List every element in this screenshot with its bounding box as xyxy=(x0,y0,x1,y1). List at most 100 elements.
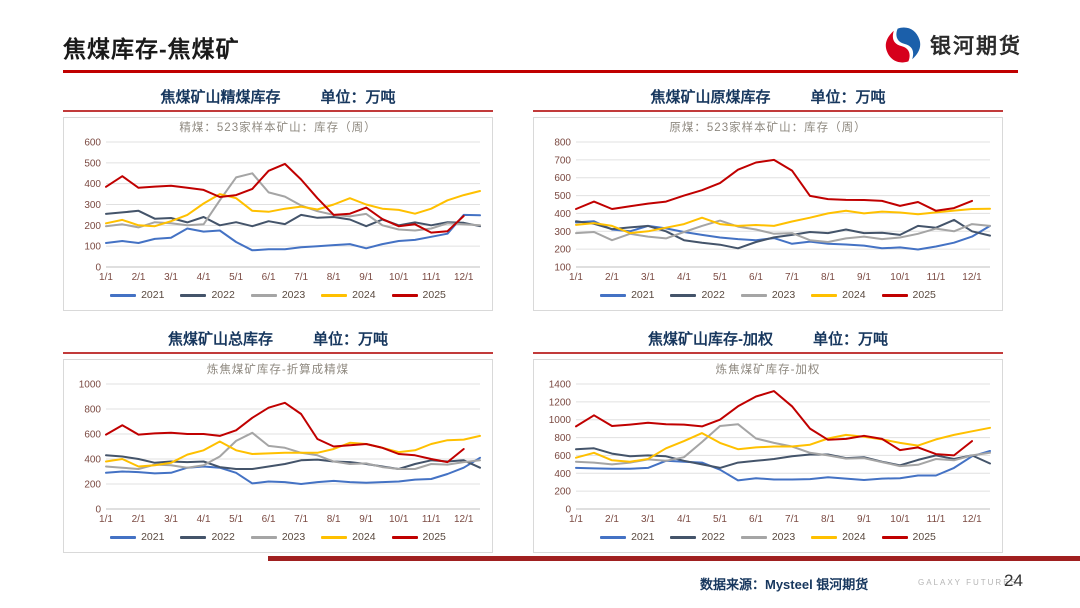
legend-item-2025: 2025 xyxy=(391,531,446,543)
legend-label: 2025 xyxy=(422,289,446,301)
legend-swatch-icon xyxy=(740,535,767,539)
galaxy-swirl-icon xyxy=(885,27,921,63)
legend-label: 2024 xyxy=(352,531,376,543)
x-tick-label: 1/1 xyxy=(99,272,113,283)
y-tick-label: 200 xyxy=(84,480,101,491)
legend-label: 2021 xyxy=(631,289,655,301)
legend-swatch-icon xyxy=(250,293,277,297)
y-tick-label: 600 xyxy=(84,430,101,441)
chart-canvas: 0 200 400 600 800 1000 1200 1400 1/1 2/1 3/1 4/1 5/1… xyxy=(549,380,991,525)
y-tick-label: 500 xyxy=(554,191,571,202)
panel-raw-coal-inventory: 焦煤矿山原煤库存 单位：万吨 原煤：523家样本矿山：库存（周） 100 200 3… xyxy=(533,86,1003,311)
x-tick-label: 10/1 xyxy=(890,272,910,283)
legend-swatch-icon xyxy=(180,293,207,297)
x-tick-label: 11/1 xyxy=(422,514,441,525)
legend-item-2023: 2023 xyxy=(250,531,305,543)
series-line-2024 xyxy=(105,434,481,468)
legend-label: 2025 xyxy=(912,289,936,301)
chart-grid: 焦煤矿山精煤库存 单位：万吨 精煤：523家样本矿山：库存（周） 0 100 200… xyxy=(63,86,1003,553)
y-tick-label: 500 xyxy=(84,158,101,169)
panel-unit: 单位：万吨 xyxy=(812,331,888,348)
x-tick-label: 8/1 xyxy=(821,272,835,283)
y-tick-label: 1200 xyxy=(549,397,572,408)
chart-legend: 2021 2022 2023 2024 2025 xyxy=(538,283,998,307)
y-tick-label: 600 xyxy=(554,451,571,462)
legend-item-2021: 2021 xyxy=(600,531,654,543)
series-line-2022 xyxy=(575,447,991,469)
x-tick-label: 3/1 xyxy=(164,514,178,525)
legend-label: 2022 xyxy=(701,531,725,543)
chart-box-total-inventory: 炼焦煤矿库存-折算成精煤 0 200 400 600 800 1000 1/1 2/1 3/1 4… xyxy=(63,359,493,553)
x-tick-label: 12/1 xyxy=(454,514,474,525)
y-tick-label: 200 xyxy=(84,221,101,232)
x-tick-label: 3/1 xyxy=(641,272,655,283)
legend-swatch-icon xyxy=(670,535,697,539)
chart-inner-title: 原煤：523家样本矿山：库存（周） xyxy=(669,122,867,134)
legend-swatch-icon xyxy=(391,535,418,539)
x-tick-label: 12/1 xyxy=(962,514,982,525)
chart-canvas: 0 100 200 300 400 500 600 1/1 2/1 3/1 4/1 5/1 6/1 7/1… xyxy=(84,138,481,283)
series-line-2025 xyxy=(105,162,465,234)
x-tick-label: 9/1 xyxy=(359,272,373,283)
legend-label: 2023 xyxy=(281,289,306,301)
legend-swatch-icon xyxy=(110,293,137,297)
panel-underline xyxy=(533,352,1003,354)
x-tick-label: 9/1 xyxy=(857,272,871,283)
x-tick-label: 8/1 xyxy=(327,514,341,525)
title-underline xyxy=(63,70,1018,73)
y-tick-label: 0 xyxy=(95,263,101,274)
panel-unit: 单位：万吨 xyxy=(810,89,886,106)
brand-logo: 银河期货 xyxy=(884,26,1022,64)
legend-label: 2022 xyxy=(211,289,235,301)
x-tick-label: 12/1 xyxy=(454,272,474,283)
legend-swatch-icon xyxy=(600,535,627,539)
x-tick-label: 5/1 xyxy=(229,514,243,525)
chart-canvas: 100 200 300 400 500 600 700 800 1/1 2/1 3/1 4/1 5/1 6… xyxy=(554,138,991,283)
legend-label: 2024 xyxy=(352,289,376,301)
x-tick-label: 12/1 xyxy=(962,272,982,283)
legend-swatch-icon xyxy=(740,293,767,297)
panel-header: 焦煤矿山库存-加权 单位：万吨 xyxy=(533,328,1003,352)
legend-item-2022: 2022 xyxy=(670,289,725,301)
logo-text: 银河期货 xyxy=(930,35,1022,58)
y-tick-label: 800 xyxy=(84,405,101,416)
legend-item-2023: 2023 xyxy=(740,289,795,301)
x-tick-label: 3/1 xyxy=(164,272,178,283)
series-line-2025 xyxy=(575,158,973,212)
x-tick-label: 4/1 xyxy=(197,272,211,283)
x-tick-label: 11/1 xyxy=(422,272,441,283)
legend-swatch-icon xyxy=(110,535,137,539)
legend-item-2025: 2025 xyxy=(881,289,936,301)
series-line-2021 xyxy=(105,456,481,485)
series-line-2024 xyxy=(575,207,991,235)
page-number: 24 xyxy=(1004,571,1023,590)
legend-item-2021: 2021 xyxy=(110,531,164,543)
y-tick-label: 800 xyxy=(554,433,571,444)
legend-item-2022: 2022 xyxy=(180,531,235,543)
legend-item-2021: 2021 xyxy=(600,289,654,301)
legend-swatch-icon xyxy=(321,535,348,539)
x-tick-label: 7/1 xyxy=(294,514,308,525)
chart-legend: 2021 2022 2023 2024 2025 xyxy=(538,525,998,549)
x-tick-label: 3/1 xyxy=(641,514,655,525)
x-tick-label: 6/1 xyxy=(749,514,763,525)
chart-inner-title: 精煤：523家样本矿山：库存（周） xyxy=(179,122,377,134)
legend-item-2022: 2022 xyxy=(670,531,725,543)
panel-header: 焦煤矿山精煤库存 单位：万吨 xyxy=(63,86,493,110)
y-tick-label: 1000 xyxy=(79,380,102,391)
chart-inner-title: 炼焦煤矿库存-折算成精煤 xyxy=(206,364,350,376)
series-line-2024 xyxy=(105,190,481,228)
x-tick-label: 10/1 xyxy=(890,514,910,525)
panel-title: 焦煤矿山总库存 xyxy=(167,331,273,348)
chart-box-weighted-inventory: 炼焦煤矿库存-加权 0 200 400 600 800 1000 1200 1400 1/1 2/… xyxy=(533,359,1003,553)
series-line-2023 xyxy=(105,172,481,232)
series-line-2022 xyxy=(575,218,991,250)
x-tick-label: 11/1 xyxy=(927,272,946,283)
x-tick-label: 10/1 xyxy=(389,272,409,283)
series-line-2022 xyxy=(105,454,481,470)
x-tick-label: 5/1 xyxy=(713,514,727,525)
y-tick-label: 400 xyxy=(554,209,571,220)
y-tick-label: 200 xyxy=(554,487,571,498)
legend-item-2024: 2024 xyxy=(321,289,376,301)
footer-source: 数据来源：Mysteel 银河期货 xyxy=(700,577,869,592)
